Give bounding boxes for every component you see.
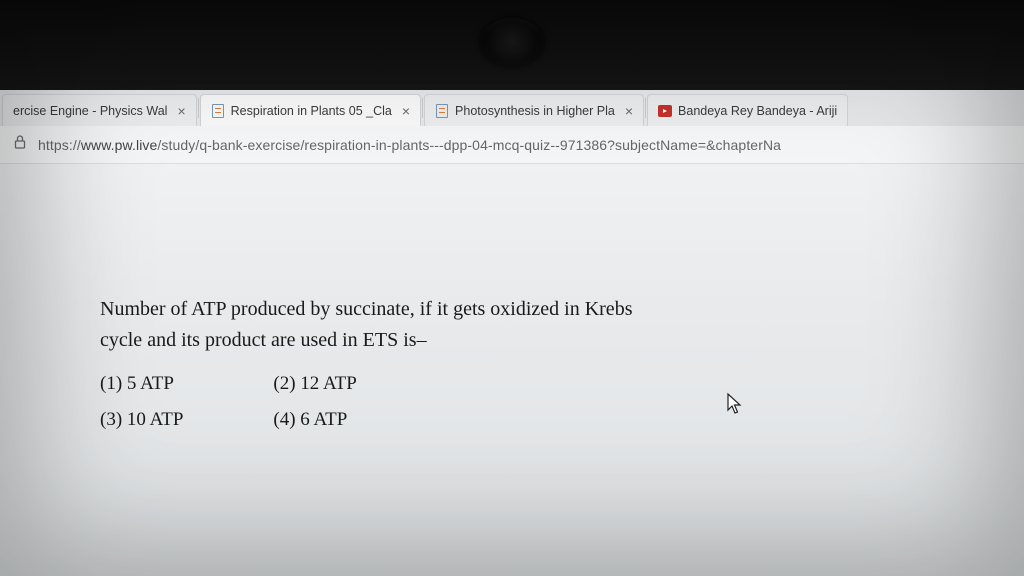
close-icon[interactable]: × [625, 103, 633, 119]
tab-strip: ercise Engine - Physics Wal × Respiratio… [0, 90, 1024, 126]
page-content: Number of ATP produced by succinate, if … [0, 164, 1024, 576]
tab-photosynthesis[interactable]: Photosynthesis in Higher Pla × [424, 94, 644, 126]
tab-separator [198, 98, 199, 118]
options-col-left: (1) 5 ATP (3) 10 ATP [100, 366, 183, 438]
tab-title: Bandeya Rey Bandeya - Ariji [678, 104, 837, 118]
url-text: https://www.pw.live/study/q-bank-exercis… [38, 137, 781, 153]
url-domain: www.pw.live [81, 137, 158, 153]
cursor-icon [726, 392, 744, 421]
option-2[interactable]: (2) 12 ATP [273, 366, 356, 402]
tab-respiration[interactable]: Respiration in Plants 05 _Cla × [200, 94, 421, 126]
tab-title: Respiration in Plants 05 _Cla [231, 104, 392, 118]
close-icon[interactable]: × [402, 103, 410, 119]
option-3[interactable]: (3) 10 ATP [100, 402, 183, 438]
tab-physics[interactable]: ercise Engine - Physics Wal × [2, 94, 197, 126]
doc-icon [435, 104, 449, 118]
question-block: Number of ATP produced by succinate, if … [100, 294, 660, 438]
url-path: /study/q-bank-exercise/respiration-in-pl… [157, 137, 781, 153]
option-1[interactable]: (1) 5 ATP [100, 366, 183, 402]
lock-icon [12, 134, 28, 155]
option-4[interactable]: (4) 6 ATP [273, 402, 356, 438]
youtube-icon [658, 104, 672, 118]
tab-separator [645, 98, 646, 118]
tab-title: Photosynthesis in Higher Pla [455, 104, 615, 118]
options: (1) 5 ATP (3) 10 ATP (2) 12 ATP (4) 6 AT… [100, 366, 660, 438]
browser-chrome: ercise Engine - Physics Wal × Respiratio… [0, 90, 1024, 164]
address-bar[interactable]: https://www.pw.live/study/q-bank-exercis… [0, 126, 1024, 164]
window-top-bezel [0, 0, 1024, 90]
question-text: Number of ATP produced by succinate, if … [100, 294, 660, 356]
tab-separator [422, 98, 423, 118]
tab-title: ercise Engine - Physics Wal [13, 104, 167, 118]
tab-youtube[interactable]: Bandeya Rey Bandeya - Ariji [647, 94, 848, 126]
url-scheme: https:// [38, 137, 81, 153]
options-col-right: (2) 12 ATP (4) 6 ATP [273, 366, 356, 438]
close-icon[interactable]: × [177, 103, 185, 119]
camera-notch [480, 18, 544, 66]
doc-icon [211, 104, 225, 118]
